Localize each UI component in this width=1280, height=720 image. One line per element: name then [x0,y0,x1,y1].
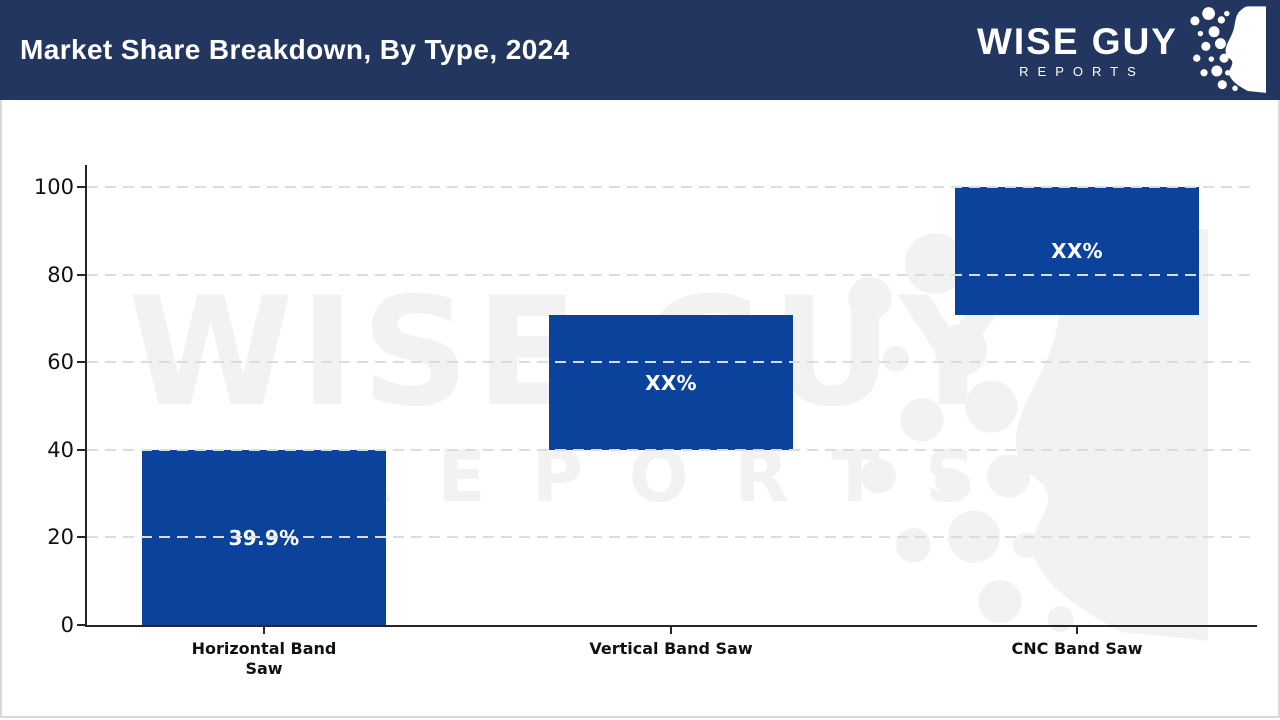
x-label-line: CNC Band Saw [1011,639,1143,658]
bar-cnc-band-saw: XX% [955,187,1199,315]
y-axis-line [85,165,87,627]
y-axis-tick-label: 60 [47,350,74,375]
gridline [87,361,1257,364]
x-axis-category-label: Vertical Band Saw [511,639,831,659]
logo-wiseguy-label: WISE GUY [976,20,1178,62]
gridline [87,536,1257,539]
gridline [87,186,1257,188]
wiseguy-logo-text: WISE GUY REPORTS [977,23,1178,78]
page-border-bottom [0,716,1280,718]
x-axis-category-label: CNC Band Saw [917,639,1237,659]
x-label-line: Saw [245,659,283,678]
header-bar: Market Share Breakdown, By Type, 2024 WI… [0,0,1280,100]
y-axis-tick-label: 20 [47,525,74,550]
x-axis-line [85,625,1257,627]
chart-title: Market Share Breakdown, By Type, 2024 [20,34,570,65]
y-axis-tick-label: 0 [60,613,74,637]
wiseguy-head-icon [1184,6,1266,94]
y-axis-tick-mark [77,361,85,364]
gridline [87,273,1257,276]
y-axis-tick-label: 40 [47,437,74,462]
x-axis-category-label: Horizontal Band Saw [104,639,424,679]
bar-vertical-band-saw: XX% [549,314,793,451]
y-axis-tick-mark [77,536,85,539]
x-label-line: Vertical Band Saw [589,639,753,658]
y-axis-tick-mark [77,273,85,276]
bar-value-label: XX% [645,370,697,395]
x-axis-tick-mark [670,627,672,634]
x-axis-tick-mark [1076,627,1078,634]
wiseguy-logo: WISE GUY REPORTS [977,0,1266,100]
bar-value-label: XX% [1051,238,1103,263]
page-border-left [0,100,2,717]
y-axis-tick-mark [77,624,85,626]
page-border-right [1278,100,1280,717]
y-axis-tick-label: 100 [33,175,74,199]
x-label-line: Horizontal Band [191,639,337,658]
y-axis-tick-mark [77,186,85,188]
gridline [87,448,1257,451]
y-axis-tick-mark [77,448,85,451]
x-axis-tick-mark [263,627,265,634]
logo-reports-label: REPORTS [1019,63,1145,79]
y-axis-tick-label: 80 [47,262,74,287]
